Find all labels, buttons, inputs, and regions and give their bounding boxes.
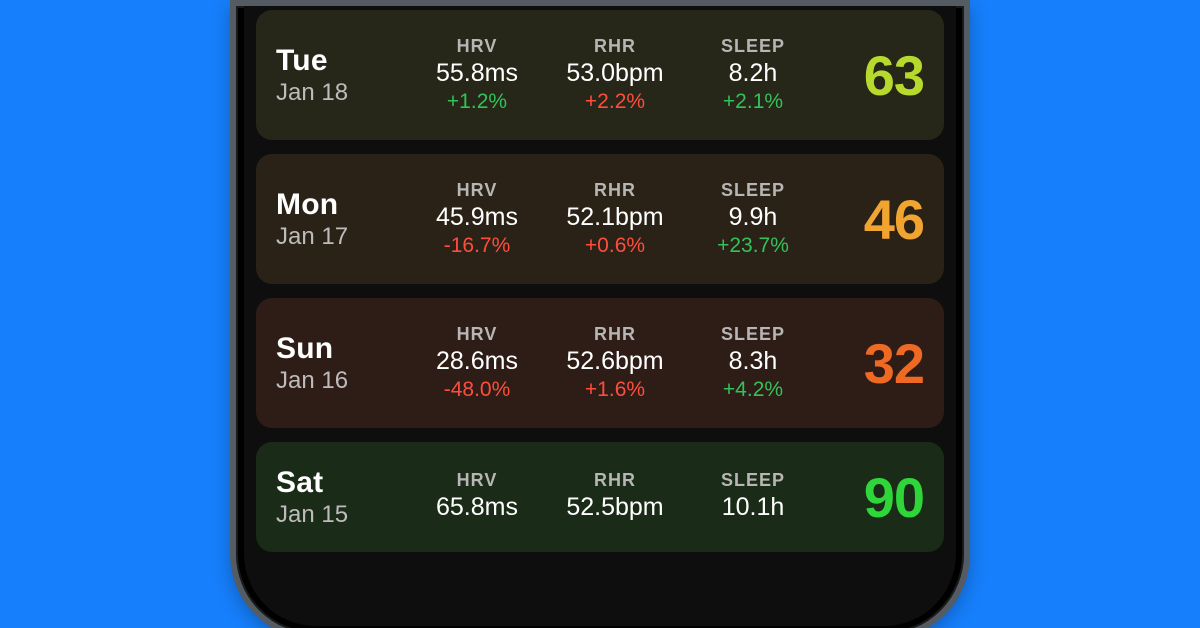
day-label: Sat	[276, 466, 416, 499]
metric-label: RHR	[594, 180, 636, 201]
metric-rhr: RHR52.1bpm+0.6%	[555, 180, 675, 258]
metric-value: 8.3h	[729, 347, 778, 376]
metric-delta: +4.2%	[723, 378, 783, 402]
metric-rhr: RHR53.0bpm+2.2%	[555, 36, 675, 114]
metric-delta: -48.0%	[444, 378, 511, 402]
metric-rhr: RHR52.5bpm	[555, 470, 675, 524]
date-label: Jan 15	[276, 501, 416, 529]
metric-delta: +1.6%	[585, 378, 645, 402]
metric-value: 9.9h	[729, 203, 778, 232]
metric-value: 53.0bpm	[566, 59, 663, 88]
metric-delta: -16.7%	[444, 234, 511, 258]
metric-label: RHR	[594, 324, 636, 345]
day-row[interactable]: MonJan 17HRV45.9ms-16.7%RHR52.1bpm+0.6%S…	[256, 154, 944, 284]
metric-hrv: HRV28.6ms-48.0%	[417, 324, 537, 402]
phone-frame: TueJan 18HRV55.8ms+1.2%RHR53.0bpm+2.2%SL…	[230, 0, 970, 628]
date-box: TueJan 18	[276, 44, 416, 107]
date-box: MonJan 17	[276, 188, 416, 251]
day-row[interactable]: SatJan 15HRV65.8msRHR52.5bpmSLEEP10.1h90	[256, 442, 944, 552]
metric-label: RHR	[594, 470, 636, 491]
metric-label: HRV	[457, 36, 498, 57]
metric-value: 55.8ms	[436, 59, 518, 88]
screen[interactable]: TueJan 18HRV55.8ms+1.2%RHR53.0bpm+2.2%SL…	[244, 6, 956, 626]
metric-delta: +2.2%	[585, 90, 645, 114]
metric-sleep: SLEEP10.1h	[693, 470, 813, 524]
readiness-score: 46	[814, 187, 924, 252]
metric-value: 45.9ms	[436, 203, 518, 232]
metric-label: HRV	[457, 470, 498, 491]
metrics-group: HRV65.8ms RHR52.5bpm SLEEP10.1h	[416, 470, 814, 524]
date-label: Jan 18	[276, 79, 416, 107]
metric-value: 52.1bpm	[566, 203, 663, 232]
date-label: Jan 17	[276, 223, 416, 251]
metric-delta: +1.2%	[447, 90, 507, 114]
metric-rhr: RHR52.6bpm+1.6%	[555, 324, 675, 402]
metric-sleep: SLEEP8.3h+4.2%	[693, 324, 813, 402]
metric-delta: +23.7%	[717, 234, 789, 258]
metric-label: SLEEP	[721, 180, 785, 201]
metric-sleep: SLEEP8.2h+2.1%	[693, 36, 813, 114]
stage: TueJan 18HRV55.8ms+1.2%RHR53.0bpm+2.2%SL…	[0, 0, 1200, 628]
metric-hrv: HRV65.8ms	[417, 470, 537, 524]
metric-label: RHR	[594, 36, 636, 57]
metrics-group: HRV55.8ms+1.2%RHR53.0bpm+2.2%SLEEP8.2h+2…	[416, 36, 814, 114]
metric-value: 65.8ms	[436, 493, 518, 522]
metric-delta: +2.1%	[723, 90, 783, 114]
day-label: Tue	[276, 44, 416, 77]
metric-sleep: SLEEP9.9h+23.7%	[693, 180, 813, 258]
readiness-score: 90	[814, 465, 924, 530]
day-label: Mon	[276, 188, 416, 221]
metrics-group: HRV28.6ms-48.0%RHR52.6bpm+1.6%SLEEP8.3h+…	[416, 324, 814, 402]
readiness-score: 32	[814, 331, 924, 396]
metric-label: HRV	[457, 180, 498, 201]
metric-value: 10.1h	[722, 493, 785, 522]
date-box: SunJan 16	[276, 332, 416, 395]
date-label: Jan 16	[276, 367, 416, 395]
metric-delta: +0.6%	[585, 234, 645, 258]
metric-value: 52.6bpm	[566, 347, 663, 376]
day-label: Sun	[276, 332, 416, 365]
readiness-score: 63	[814, 43, 924, 108]
metric-value: 28.6ms	[436, 347, 518, 376]
date-box: SatJan 15	[276, 466, 416, 529]
day-row[interactable]: SunJan 16HRV28.6ms-48.0%RHR52.6bpm+1.6%S…	[256, 298, 944, 428]
metric-label: SLEEP	[721, 36, 785, 57]
metric-label: SLEEP	[721, 470, 785, 491]
metric-hrv: HRV45.9ms-16.7%	[417, 180, 537, 258]
metric-value: 52.5bpm	[566, 493, 663, 522]
metric-hrv: HRV55.8ms+1.2%	[417, 36, 537, 114]
metric-value: 8.2h	[729, 59, 778, 88]
metric-label: HRV	[457, 324, 498, 345]
metric-label: SLEEP	[721, 324, 785, 345]
metrics-group: HRV45.9ms-16.7%RHR52.1bpm+0.6%SLEEP9.9h+…	[416, 180, 814, 258]
day-row[interactable]: TueJan 18HRV55.8ms+1.2%RHR53.0bpm+2.2%SL…	[256, 10, 944, 140]
